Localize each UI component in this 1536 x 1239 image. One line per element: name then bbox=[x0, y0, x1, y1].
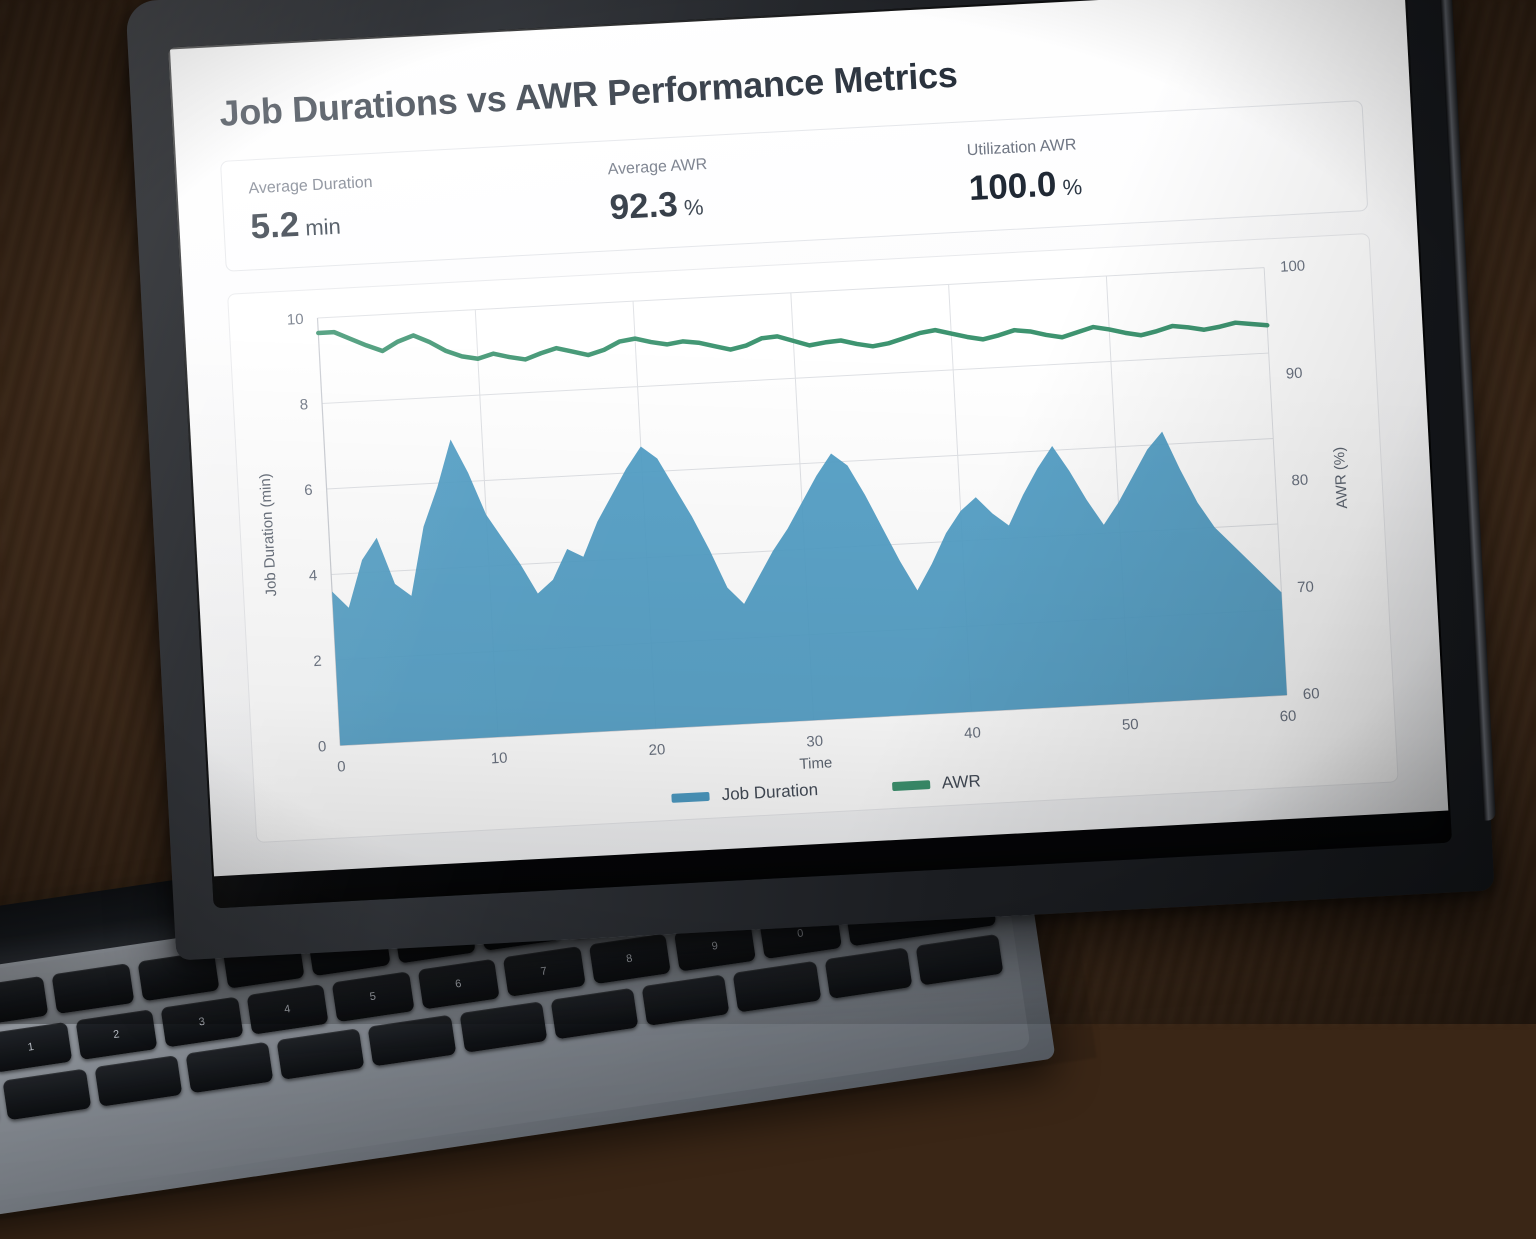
laptop-lid: Job Durations vs AWR Performance Metrics… bbox=[125, 0, 1496, 961]
y2-axis-tick-60: 60 bbox=[1302, 685, 1320, 703]
kpi-utilization-awr: Utilization AWR 100.0% bbox=[966, 123, 1340, 210]
key-bracket-left[interactable] bbox=[824, 947, 913, 1000]
chart-card: 0 2 4 6 8 10 0 10 20 30 40 50 60 60 70 80 90 100 Job Durat… bbox=[227, 232, 1399, 844]
key-bracket-right[interactable] bbox=[915, 933, 1004, 986]
key-8[interactable]: 8 bbox=[588, 933, 671, 985]
y-axis-title: Job Duration (min) bbox=[257, 473, 281, 597]
screen: Job Durations vs AWR Performance Metrics… bbox=[167, 0, 1453, 909]
key-w[interactable] bbox=[2, 1068, 91, 1121]
x-axis-tick-40: 40 bbox=[964, 724, 982, 742]
y2-axis-tick-70: 70 bbox=[1297, 578, 1315, 596]
key-f1[interactable] bbox=[51, 963, 135, 1015]
y-axis-tick-4: 4 bbox=[308, 567, 317, 584]
kpi-number-average-duration: 5.2 bbox=[249, 204, 301, 247]
y-axis-tick-6: 6 bbox=[304, 482, 313, 499]
x-axis-tick-50: 50 bbox=[1122, 716, 1140, 734]
x-axis-title: Time bbox=[799, 754, 833, 773]
kpi-unit-average-duration: min bbox=[304, 213, 342, 241]
kpi-number-utilization-awr: 100.0 bbox=[967, 164, 1058, 209]
kpi-value-average-awr: 92.3% bbox=[609, 169, 970, 228]
legend-item-awr[interactable]: AWR bbox=[891, 771, 981, 796]
legend-swatch-awr bbox=[891, 779, 931, 791]
key-i[interactable] bbox=[550, 987, 639, 1040]
legend-label-awr: AWR bbox=[941, 771, 982, 793]
chart-area: 0 2 4 6 8 10 0 10 20 30 40 50 60 60 70 80 90 100 Job Durat… bbox=[239, 247, 1376, 805]
key-2[interactable]: 2 bbox=[75, 1009, 158, 1061]
key-4[interactable]: 4 bbox=[246, 983, 329, 1035]
dashboard-page: Job Durations vs AWR Performance Metrics… bbox=[169, 0, 1449, 877]
key-y[interactable] bbox=[367, 1014, 456, 1067]
y-axis-tick-0: 0 bbox=[318, 738, 327, 755]
key-7[interactable]: 7 bbox=[502, 946, 586, 997]
x-axis-tick-30: 30 bbox=[806, 733, 824, 751]
key-t[interactable] bbox=[276, 1028, 365, 1080]
kpi-value-utilization-awr: 100.0% bbox=[968, 149, 1340, 209]
x-axis-tick-20: 20 bbox=[648, 741, 666, 759]
key-5[interactable]: 5 bbox=[331, 971, 415, 1023]
kpi-unit-average-awr: % bbox=[683, 194, 705, 221]
legend-swatch-job-duration bbox=[671, 791, 710, 803]
legend-label-job-duration: Job Duration bbox=[721, 780, 819, 805]
kpi-average-awr: Average AWR 92.3% bbox=[607, 142, 970, 228]
x-axis-tick-0: 0 bbox=[337, 758, 346, 775]
series-job-duration-area bbox=[332, 431, 1287, 746]
key-6[interactable]: 6 bbox=[417, 958, 500, 1010]
y2-axis-title: AWR (%) bbox=[1331, 446, 1351, 509]
y-axis-tick-2: 2 bbox=[313, 653, 322, 670]
kpi-unit-utilization-awr: % bbox=[1061, 174, 1083, 201]
y-axis-tick-8: 8 bbox=[299, 396, 308, 413]
key-e[interactable] bbox=[93, 1055, 183, 1107]
y2-axis-tick-80: 80 bbox=[1291, 472, 1309, 490]
x-axis-tick-10: 10 bbox=[490, 750, 508, 768]
key-3[interactable]: 3 bbox=[160, 996, 244, 1048]
key-r[interactable] bbox=[185, 1041, 274, 1094]
kpi-number-average-awr: 92.3 bbox=[608, 184, 679, 228]
lid-edge bbox=[1439, 0, 1496, 821]
kpi-value-average-duration: 5.2 min bbox=[250, 188, 611, 247]
laptop: esc ~ 1 2 3 4 5 6 7 8 9 0 del bbox=[0, 0, 1496, 1239]
y-axis-tick-10: 10 bbox=[286, 311, 304, 329]
kpi-average-duration: Average Duration 5.2 min bbox=[248, 161, 611, 247]
y2-axis-tick-90: 90 bbox=[1285, 365, 1303, 383]
key-o[interactable] bbox=[641, 974, 730, 1026]
key-u[interactable] bbox=[459, 1001, 548, 1053]
legend-item-job-duration[interactable]: Job Duration bbox=[671, 780, 818, 808]
y2-axis-tick-100: 100 bbox=[1280, 257, 1306, 275]
series-awr-line bbox=[316, 320, 1270, 362]
key-1[interactable]: 1 bbox=[0, 1021, 73, 1073]
key-p[interactable] bbox=[732, 960, 821, 1013]
x-axis-tick-60: 60 bbox=[1279, 708, 1297, 726]
